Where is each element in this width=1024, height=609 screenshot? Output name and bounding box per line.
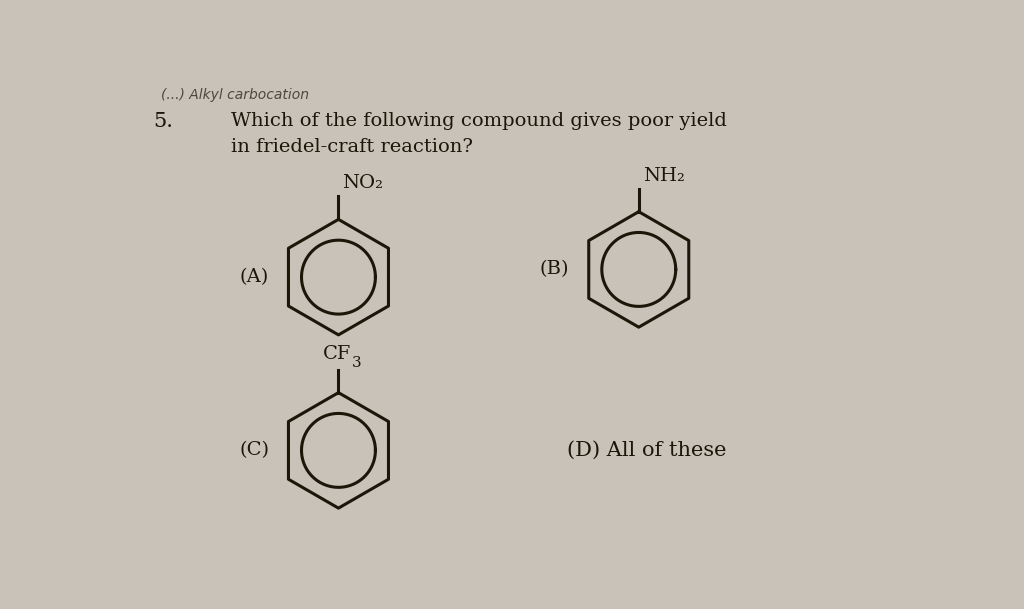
Text: (B): (B) [540, 261, 569, 278]
Text: NH₂: NH₂ [643, 167, 684, 185]
Text: Which of the following compound gives poor yield
in friedel-craft reaction?: Which of the following compound gives po… [230, 111, 727, 156]
Text: (A): (A) [240, 268, 269, 286]
Text: 3: 3 [352, 356, 361, 370]
Text: CF: CF [323, 345, 351, 364]
Text: (...) Alkyl carbocation: (...) Alkyl carbocation [162, 88, 309, 102]
Text: (C): (C) [240, 442, 269, 459]
Text: 5.: 5. [154, 111, 174, 130]
Text: NO₂: NO₂ [342, 174, 383, 192]
Text: (D) All of these: (D) All of these [566, 441, 726, 460]
